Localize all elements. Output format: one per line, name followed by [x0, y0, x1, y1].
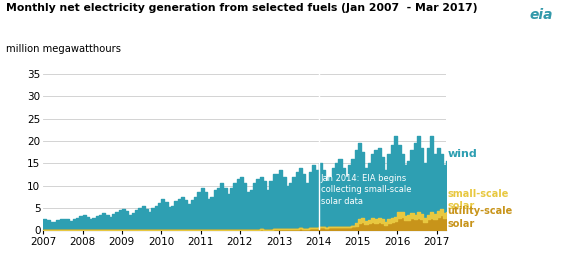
- Text: utility-scale
solar: utility-scale solar: [448, 207, 513, 229]
- Text: wind: wind: [448, 149, 478, 159]
- Text: Jan 2014: EIA begins
collecting small-scale
solar data: Jan 2014: EIA begins collecting small-sc…: [320, 174, 411, 206]
- Text: eia: eia: [529, 8, 553, 22]
- Text: Monthly net electricity generation from selected fuels (Jan 2007  - Mar 2017): Monthly net electricity generation from …: [6, 3, 478, 13]
- Text: million megawatthours: million megawatthours: [6, 44, 121, 54]
- Text: small-scale
solar: small-scale solar: [448, 189, 509, 211]
